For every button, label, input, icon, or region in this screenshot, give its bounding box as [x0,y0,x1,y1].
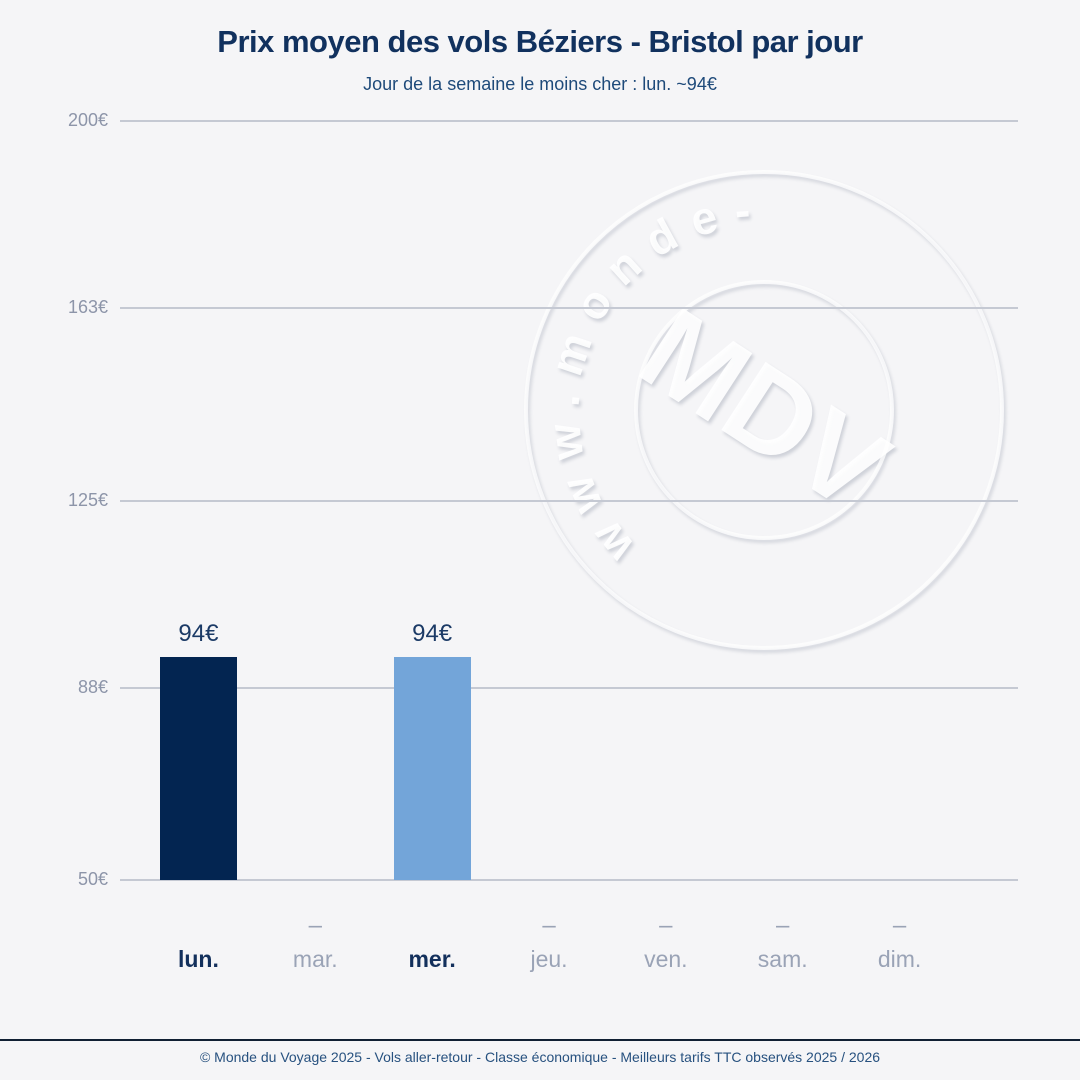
bar-mer [393,657,471,880]
x-axis-label-jeu: jeu. [530,946,568,972]
bar-lun [159,657,237,880]
chart-subtitle: Jour de la semaine le moins cher : lun. … [363,74,717,94]
gridline [120,686,1018,689]
footer-divider [0,1039,1080,1041]
gridline [120,879,1018,881]
x-axis-label-mar: mar. [292,946,338,972]
x-axis-label-dim: dim. [877,946,922,972]
bar-value-label: 94€ [178,620,219,648]
x-axis-label-lun: lun. [177,946,219,972]
y-axis-label: 88€ [77,676,108,697]
chart-title: Prix moyen des vols Béziers - Bristol pa… [217,24,863,59]
no-data-dash: – [308,912,322,939]
gridline [120,307,1018,310]
no-data-dash: – [776,912,790,939]
footer-text: © Monde du Voyage 2025 - Vols aller-reto… [199,1049,881,1065]
y-axis-label: 200€ [67,110,108,130]
no-data-dash: – [542,912,556,939]
y-axis-label: 125€ [67,489,108,510]
gridline [120,499,1018,502]
bar-value-label: 94€ [412,620,453,648]
x-axis-label-ven: ven. [644,946,688,972]
no-data-dash: – [892,912,907,939]
x-axis-label-mer: mer. [408,946,456,972]
no-data-dash: – [659,912,673,939]
gridline [120,120,1018,122]
x-axis-label-sam: sam. [757,946,808,972]
y-axis-label: 163€ [67,297,108,318]
y-axis-label: 50€ [77,869,108,889]
